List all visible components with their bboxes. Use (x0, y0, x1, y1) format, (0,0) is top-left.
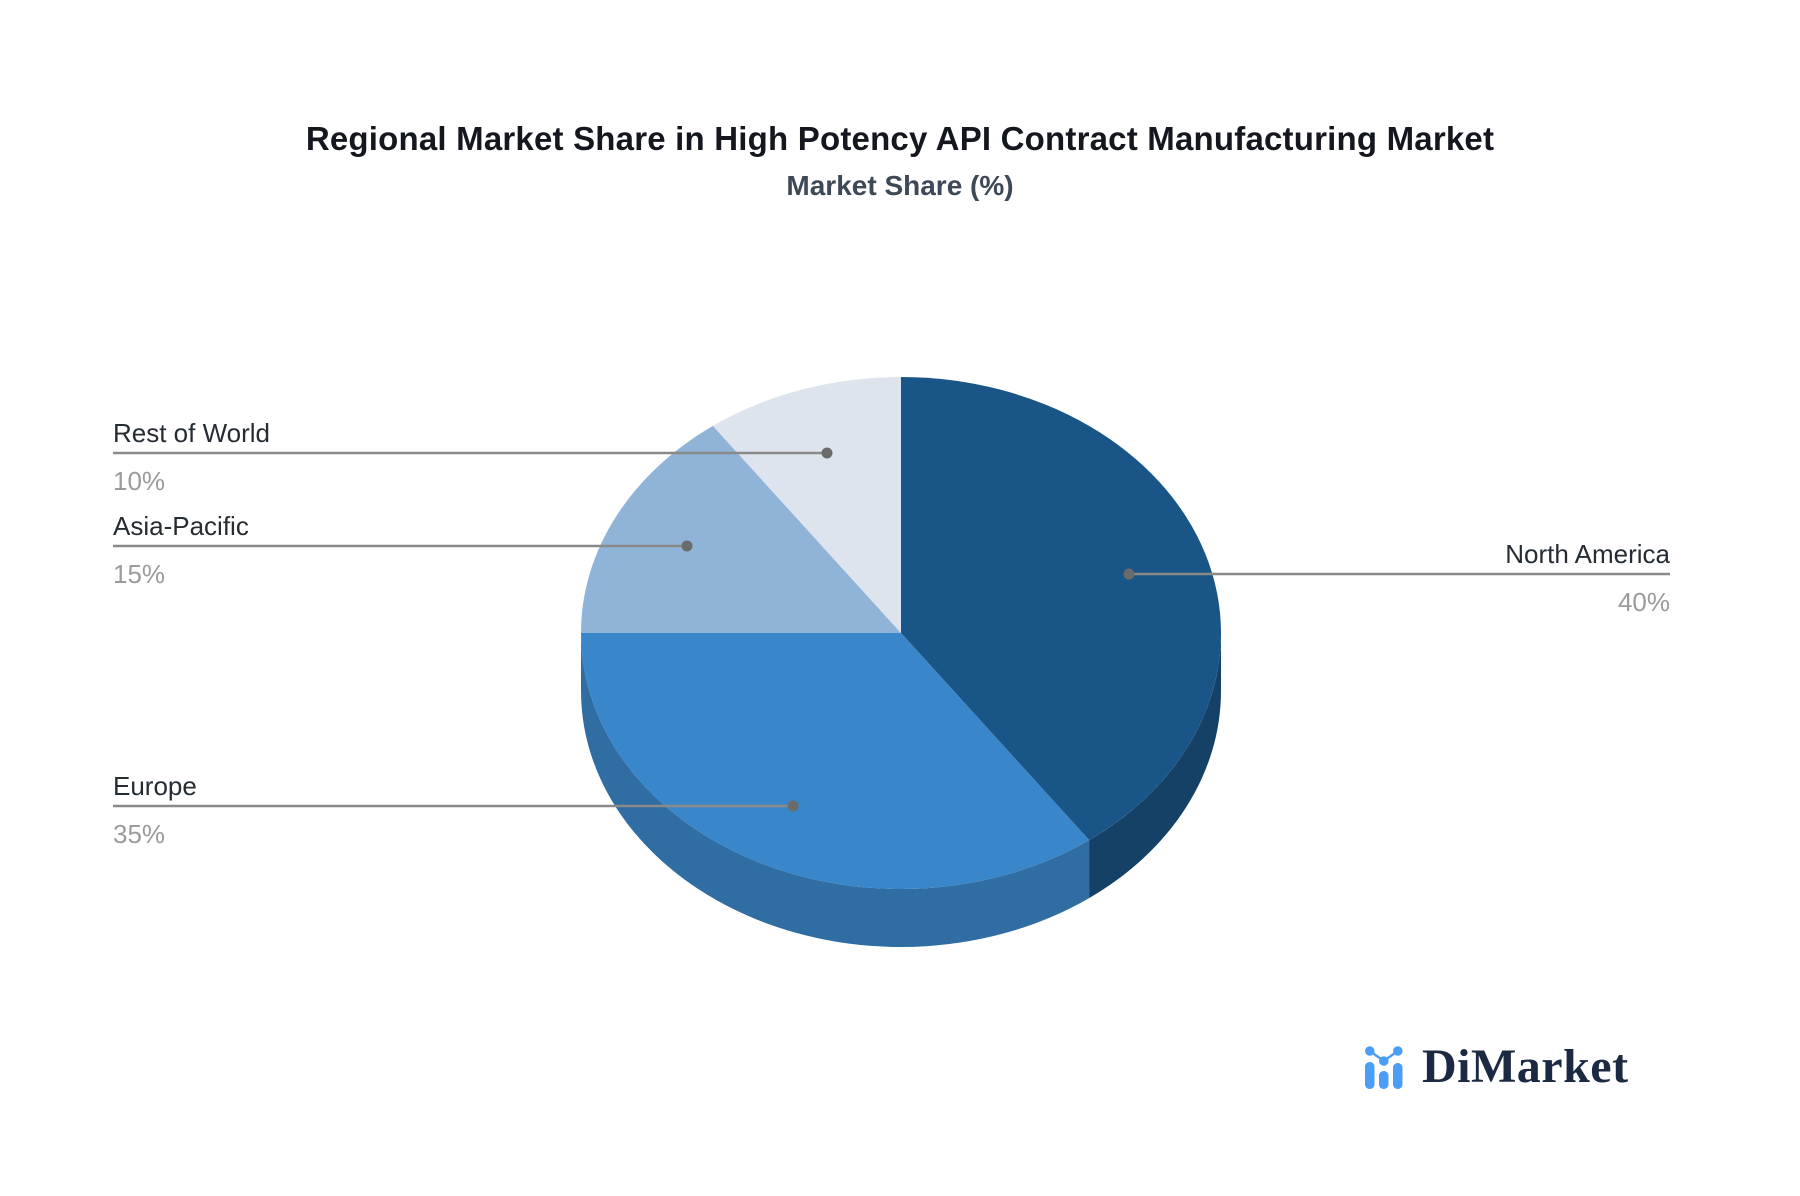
value-asia-pacific: 15% (113, 559, 166, 589)
label-asia-pacific: Asia-Pacific (113, 511, 249, 541)
slice-asia-pacific (581, 425, 901, 633)
value-rest-of-world: 10% (113, 466, 166, 496)
brand-logo-text: DiMarket (1422, 1040, 1629, 1093)
label-europe: Europe (113, 771, 197, 801)
chart-subtitle: Market Share (%) (786, 170, 1014, 201)
pie-depth-europe (581, 633, 1090, 947)
leader-dot-europe (787, 800, 799, 812)
leader-dot-north-america (1123, 568, 1135, 580)
bar-line-chart-icon (1365, 1046, 1403, 1089)
value-europe: 35% (113, 819, 166, 849)
chart-title: Regional Market Share in High Potency AP… (305, 120, 1495, 157)
value-north-america: 40% (1617, 587, 1670, 617)
label-north-america: North America (1505, 539, 1670, 569)
leader-dot-rest-of-world (821, 447, 833, 459)
brand-logo: DiMarket (1362, 1040, 1629, 1094)
leader-dot-asia-pacific (681, 540, 693, 552)
pie-depth-north-america (1089, 633, 1221, 899)
slice-north-america (901, 377, 1221, 841)
slice-rest-of-world (712, 377, 901, 633)
label-rest-of-world: Rest of World (113, 418, 271, 448)
slice-europe (581, 633, 1090, 889)
